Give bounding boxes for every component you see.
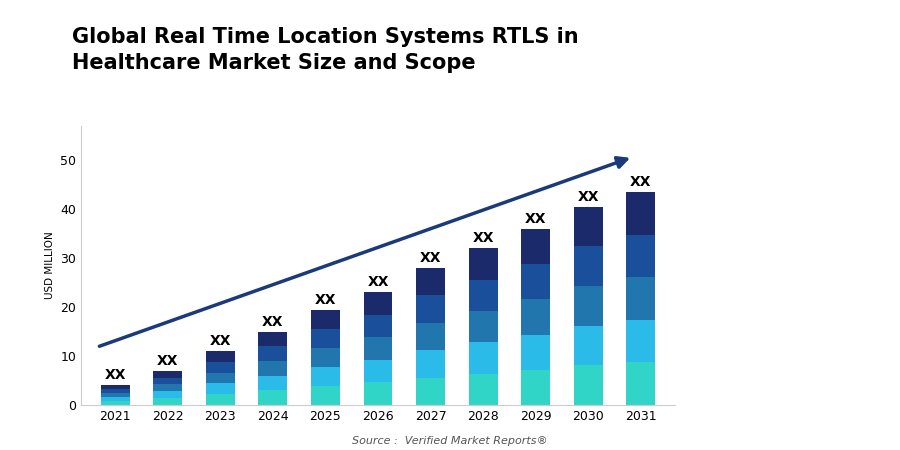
Bar bbox=[311, 328, 340, 348]
Bar bbox=[258, 346, 287, 361]
Bar bbox=[206, 362, 235, 373]
Bar bbox=[101, 401, 130, 405]
Bar bbox=[521, 370, 550, 405]
Bar bbox=[258, 376, 287, 390]
Text: XX: XX bbox=[367, 275, 389, 289]
Bar bbox=[206, 394, 235, 405]
Bar bbox=[574, 207, 603, 247]
Text: XX: XX bbox=[630, 175, 652, 189]
Bar bbox=[626, 320, 655, 362]
Bar bbox=[101, 389, 130, 393]
Bar bbox=[311, 367, 340, 386]
Bar bbox=[626, 277, 655, 320]
Bar bbox=[521, 229, 550, 264]
Bar bbox=[364, 338, 392, 360]
Bar bbox=[574, 365, 603, 405]
Bar bbox=[574, 326, 603, 365]
Bar bbox=[153, 384, 182, 392]
Bar bbox=[311, 310, 340, 328]
Text: Source :  Verified Market Reports®: Source : Verified Market Reports® bbox=[352, 436, 548, 446]
Bar bbox=[101, 385, 130, 389]
Bar bbox=[416, 268, 445, 295]
Text: XX: XX bbox=[419, 251, 441, 265]
Bar bbox=[153, 378, 182, 384]
Bar bbox=[153, 392, 182, 398]
Text: Global Real Time Location Systems RTLS in
Healthcare Market Size and Scope: Global Real Time Location Systems RTLS i… bbox=[72, 27, 579, 73]
Bar bbox=[416, 350, 445, 378]
Bar bbox=[469, 280, 498, 311]
Text: XX: XX bbox=[578, 190, 599, 204]
Bar bbox=[521, 299, 550, 334]
Bar bbox=[206, 373, 235, 383]
Text: XX: XX bbox=[525, 212, 546, 226]
Bar bbox=[469, 374, 498, 405]
Text: XX: XX bbox=[157, 354, 178, 368]
Text: XX: XX bbox=[104, 369, 126, 382]
Bar bbox=[311, 386, 340, 405]
Text: XX: XX bbox=[315, 292, 337, 306]
Bar bbox=[206, 351, 235, 362]
Bar bbox=[416, 378, 445, 405]
Bar bbox=[258, 332, 287, 346]
Bar bbox=[626, 362, 655, 405]
Y-axis label: USD MILLION: USD MILLION bbox=[45, 232, 55, 299]
Bar bbox=[153, 398, 182, 405]
Bar bbox=[206, 383, 235, 394]
Bar bbox=[153, 371, 182, 378]
Bar bbox=[364, 315, 392, 338]
Bar bbox=[258, 390, 287, 405]
Bar bbox=[521, 334, 550, 370]
Bar bbox=[469, 248, 498, 280]
Bar bbox=[574, 247, 603, 286]
Bar bbox=[364, 292, 392, 315]
Text: XX: XX bbox=[472, 231, 494, 245]
Text: XX: XX bbox=[262, 315, 284, 328]
Bar bbox=[469, 342, 498, 373]
Bar bbox=[364, 360, 392, 382]
Bar bbox=[258, 361, 287, 376]
Bar bbox=[416, 295, 445, 323]
Bar bbox=[101, 397, 130, 401]
Bar bbox=[101, 393, 130, 397]
Bar bbox=[364, 382, 392, 405]
Bar bbox=[521, 264, 550, 299]
Bar bbox=[416, 323, 445, 350]
Text: XX: XX bbox=[210, 334, 231, 348]
Bar bbox=[626, 234, 655, 277]
Bar bbox=[574, 286, 603, 326]
Bar bbox=[469, 311, 498, 342]
Bar bbox=[311, 348, 340, 367]
Bar bbox=[626, 192, 655, 234]
